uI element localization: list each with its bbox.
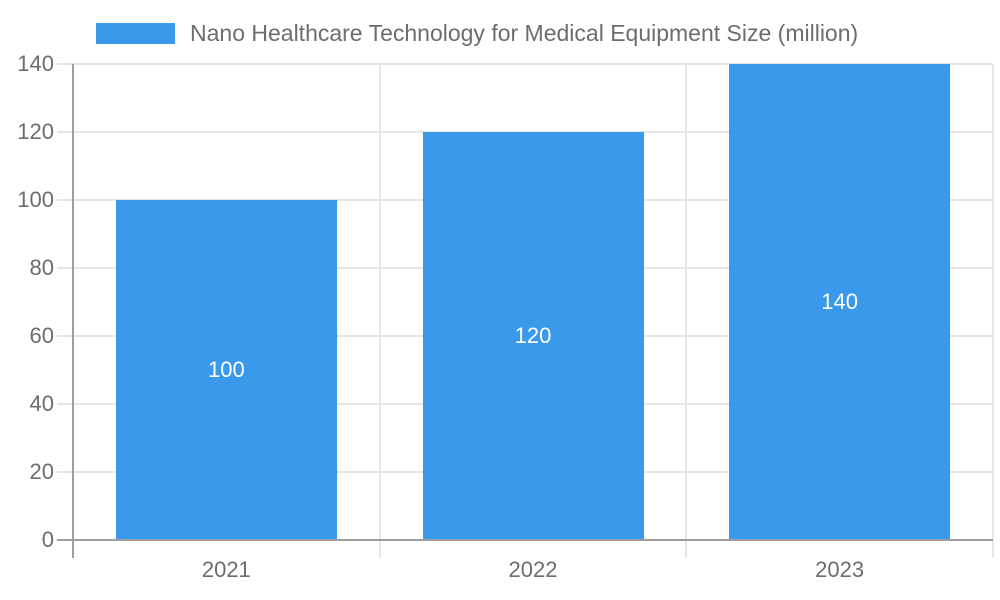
- bar-value-label: 140: [821, 289, 859, 314]
- x-axis-tick-label: 2021: [201, 557, 251, 582]
- y-axis-tick-label: 40: [29, 391, 54, 416]
- y-axis-tick-label: 100: [17, 187, 54, 212]
- bar-value-label: 100: [207, 357, 245, 382]
- gridline-y: [57, 63, 993, 65]
- gridline-x: [378, 64, 381, 558]
- x-axis-tick-label: 2022: [508, 557, 558, 582]
- legend-swatch-icon: [96, 23, 175, 44]
- x-axis-line: [57, 539, 993, 541]
- x-axis-tick-label: 2023: [815, 557, 865, 582]
- bar-2023[interactable]: 140: [729, 64, 951, 540]
- gridline-x: [685, 64, 688, 558]
- legend-item[interactable]: Nano Healthcare Technology for Medical E…: [96, 22, 858, 45]
- bar-2022[interactable]: 120: [422, 132, 644, 540]
- gridline-x: [992, 64, 994, 558]
- y-axis-tick-label: 80: [29, 255, 54, 280]
- legend-label: Nano Healthcare Technology for Medical E…: [190, 20, 859, 46]
- y-axis-tick-label: 60: [29, 323, 54, 348]
- y-axis-line: [72, 64, 74, 558]
- bar-value-label: 120: [514, 323, 552, 348]
- y-axis-tick-label: 140: [17, 51, 54, 76]
- y-axis-tick-label: 0: [41, 527, 54, 552]
- bar-2021[interactable]: 100: [115, 200, 337, 540]
- y-axis-tick-label: 20: [29, 459, 54, 484]
- y-axis-tick-label: 120: [17, 119, 54, 144]
